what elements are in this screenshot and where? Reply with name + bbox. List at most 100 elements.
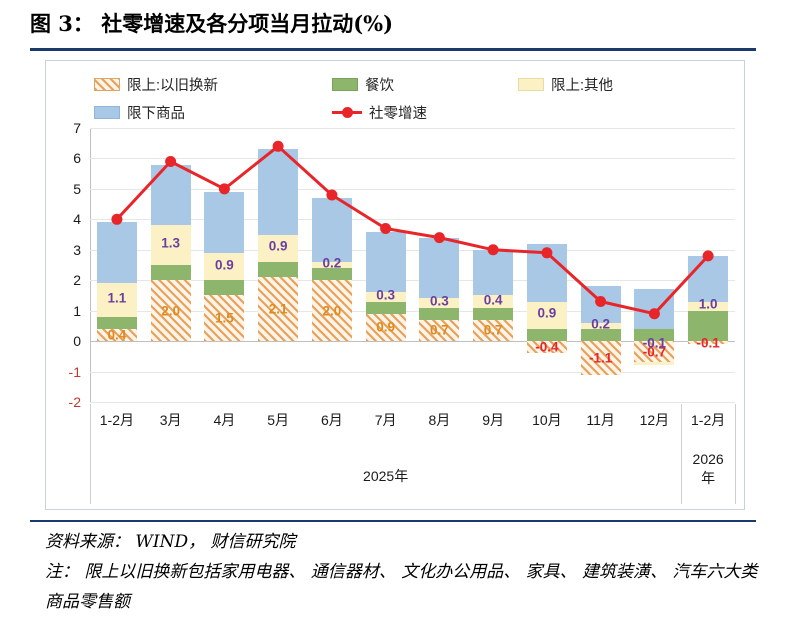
bar-label-upper: 0.2 (591, 316, 611, 332)
zero-line (90, 341, 735, 343)
bar-segment-blue (258, 149, 299, 235)
bar-label-hatch: 2.0 (161, 302, 181, 318)
bar-label-upper: -0.1 (642, 335, 667, 351)
x-axis-group-separator (681, 404, 683, 504)
x-axis-group-separator (735, 404, 736, 504)
bar-segment-green (258, 261, 299, 278)
legend-swatch-cream-icon (518, 78, 544, 91)
bar-column (359, 128, 413, 402)
bar-label-upper: 0.4 (483, 291, 503, 307)
x-axis-tick-label: 11月 (586, 412, 615, 428)
x-axis-tick-label: 10月 (532, 412, 562, 428)
legend-swatch-green-icon (332, 78, 358, 91)
bar-segment-cream (365, 292, 406, 302)
y-axis (90, 128, 91, 402)
bar-segment-cream (634, 362, 675, 366)
bar-segment-green (311, 268, 352, 281)
line-path (115, 144, 710, 316)
y-axis-tick: -2 (68, 394, 81, 410)
x-axis-tick-label: 5月 (267, 412, 290, 428)
bar-label-upper: 1.1 (107, 290, 127, 306)
bar-segment-green (365, 301, 406, 314)
bar-label-hatch: 2.0 (322, 302, 342, 318)
bar-segment-cream (580, 322, 621, 329)
legend-item-cream: 限上:其他 (518, 74, 613, 95)
bar-label-upper: 0.2 (322, 255, 342, 271)
bar-column (413, 128, 467, 402)
legend-label-cream: 限上:其他 (551, 78, 614, 94)
x-axis-tick-label: 9月 (482, 412, 505, 428)
bar-column (144, 128, 198, 402)
x-axis-group-label-2025: 2025年 (363, 468, 409, 484)
y-axis-tick: 6 (73, 150, 81, 167)
bar-label-upper: 0.9 (268, 238, 288, 254)
bar-label-upper: 1.3 (161, 235, 181, 251)
bar-segment-green (419, 307, 460, 320)
bar-label-hatch: 0.4 (107, 327, 127, 343)
bar-segment-hatch (580, 341, 621, 375)
line-marker (218, 183, 230, 195)
bar-label-hatch: 0.7 (483, 322, 503, 338)
x-axis-tick-label: 8月 (428, 412, 451, 428)
bar-segment-hatch (365, 313, 406, 342)
line-marker (541, 247, 553, 259)
line-marker (433, 232, 445, 244)
line-marker (111, 213, 123, 225)
bar-column (251, 128, 305, 402)
bar-segment-hatch (419, 319, 460, 342)
footer-source: 资料来源： WIND， 财信研究院 (45, 532, 296, 552)
x-axis-tick-label: 12月 (639, 412, 670, 428)
bar-label-hatch: -1.1 (588, 350, 613, 366)
bar-segment-blue (204, 191, 245, 253)
legend-swatch-hatch-icon (94, 78, 120, 91)
page-title: 图 3： 社零增速及各分项当月拉动(%) (30, 8, 756, 38)
bar-segment-blue (688, 255, 729, 302)
gridline (90, 128, 735, 129)
legend-label-line: 社零增速 (369, 106, 427, 122)
legend-label-green: 餐饮 (365, 78, 394, 94)
bar-segment-green (688, 310, 729, 342)
bar-label-hatch: -0.4 (535, 339, 559, 355)
gridline (90, 219, 735, 221)
y-axis-tick: 2 (73, 272, 81, 289)
x-axis-tick-label: 1-2月 (99, 412, 134, 428)
bar-label-hatch: 0.7 (429, 322, 449, 338)
footer-divider (30, 520, 756, 522)
legend-item-green: 餐饮 (332, 74, 394, 95)
y-axis-tick: 4 (73, 211, 81, 228)
chart-legend: 限上:以旧换新 餐饮 限上:其他 限下商品 社零增速 (60, 72, 732, 126)
bar-segment-cream (150, 225, 191, 265)
legend-label-blue: 限下商品 (127, 106, 185, 122)
bar-segment-cream (473, 295, 514, 308)
legend-label-hatch: 限上:以旧换新 (127, 78, 219, 94)
legend-item-line: 社零增速 (332, 102, 427, 123)
x-axis-tick-label: 4月 (213, 412, 236, 428)
title-divider (30, 48, 756, 51)
y-axis-tick: 0 (73, 333, 81, 350)
line-marker (326, 189, 338, 201)
line-series-sociale-retail (111, 140, 714, 320)
line-marker (648, 308, 660, 320)
legend-swatch-blue-icon (94, 106, 120, 119)
line-marker (165, 156, 177, 167)
legend-item-hatch: 限上:以旧换新 (94, 74, 218, 95)
bar-segment-cream (96, 283, 137, 317)
chart-footer: 资料来源： WIND， 财信研究院 注： 限上以旧换新包括家用电器、 通信器材、… (45, 528, 760, 617)
y-axis-tick: 5 (73, 180, 81, 197)
gridline (90, 310, 735, 312)
bar-segment-cream (258, 234, 299, 262)
line-marker (380, 223, 392, 234)
bar-segment-cream (311, 261, 352, 269)
bar-label-upper: 0.3 (376, 287, 396, 303)
y-axis-tick: 1 (73, 302, 81, 319)
bar-label-hatch: 2.1 (268, 301, 288, 317)
bar-segment-blue (96, 222, 137, 284)
bar-label-hatch: -0.1 (696, 334, 720, 350)
x-axis-tick-label: 1-2月 (691, 412, 726, 428)
bar-segment-green (634, 328, 675, 342)
line-marker (272, 140, 284, 152)
gridline (90, 158, 735, 160)
bar-label-hatch: 0.9 (376, 319, 396, 335)
gridline (90, 249, 735, 251)
bar-label-upper: 0.9 (214, 256, 234, 272)
